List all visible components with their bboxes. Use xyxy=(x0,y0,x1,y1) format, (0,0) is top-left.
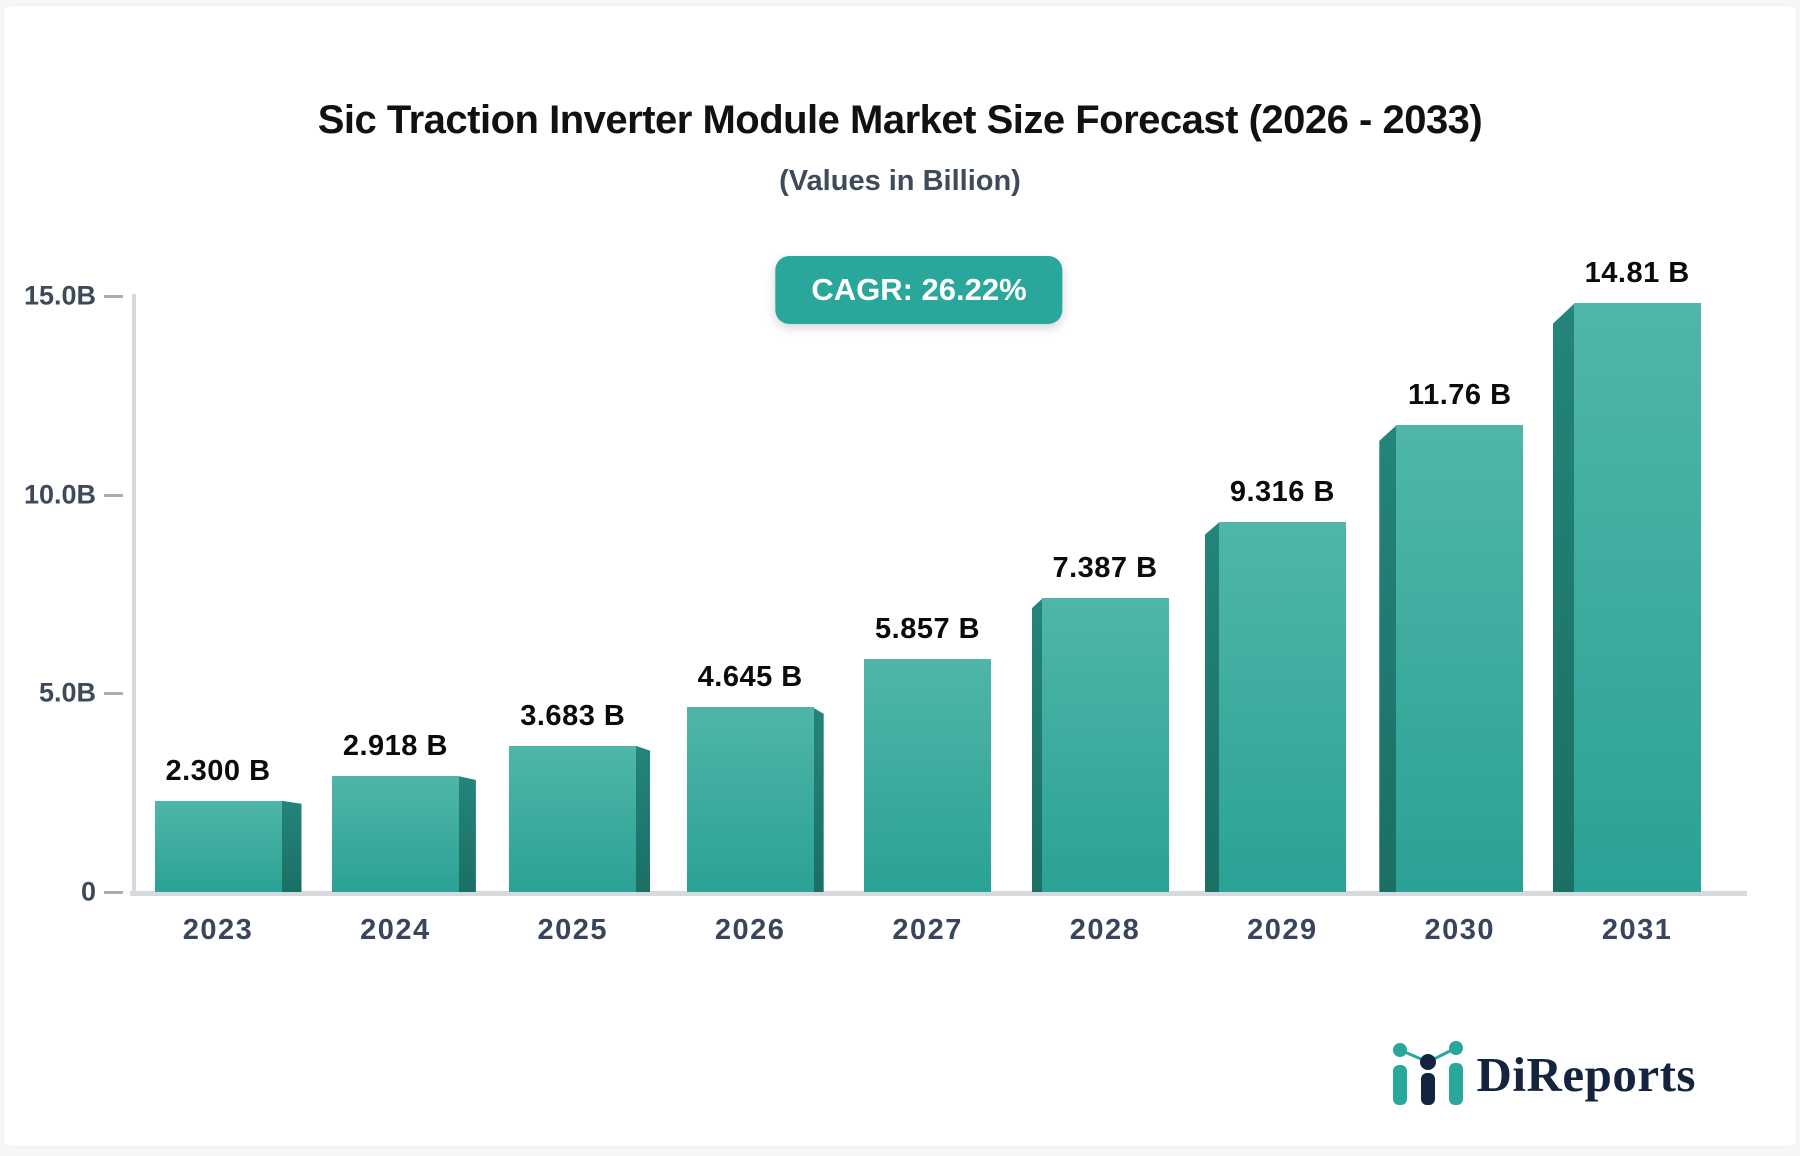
bar-value-label-2031: 14.81 B xyxy=(1584,257,1690,290)
bar-value-label-2030: 11.76 B xyxy=(1408,378,1512,411)
bar-chart: 0 5.0B 10.0B 15.0B 2.300 B 2023 2.918 B 2024 3.… xyxy=(4,6,1796,1146)
bar-side-2024 xyxy=(457,776,476,892)
x-tick-label-2026: 2026 xyxy=(714,914,786,946)
cagr-badge: CAGR: 26.22% xyxy=(775,256,1063,324)
x-tick-label-2024: 2024 xyxy=(360,914,431,946)
chart-card: Sic Traction Inverter Module Market Size… xyxy=(3,5,1797,1147)
bar-2024 xyxy=(331,776,459,892)
x-tick-label-2028: 2028 xyxy=(1069,914,1141,946)
bar-value-label-2025: 3.683 B xyxy=(520,699,626,732)
x-tick-label-2027: 2027 xyxy=(892,914,963,946)
bar-2029 xyxy=(1218,521,1346,892)
bar-value-label-2027: 5.857 B xyxy=(875,613,981,646)
y-axis-tick-label: 0 xyxy=(80,876,96,907)
bar-2023 xyxy=(154,800,282,892)
x-tick-label-2030: 2030 xyxy=(1424,914,1496,946)
y-axis-tick xyxy=(104,692,123,696)
bar-side-2028 xyxy=(1031,598,1043,892)
bar-chart-with-trendline-icon xyxy=(1393,1041,1464,1105)
bar-2025 xyxy=(509,745,637,892)
chart-header: Sic Traction Inverter Module Market Size… xyxy=(4,6,1796,198)
x-axis-line xyxy=(130,891,1747,896)
bar-2028 xyxy=(1041,598,1169,892)
bar-2030 xyxy=(1396,424,1524,892)
bar-side-2031 xyxy=(1552,303,1575,892)
bar-2027 xyxy=(864,659,992,892)
y-axis-tick xyxy=(104,891,123,894)
x-tick-label-2029: 2029 xyxy=(1247,914,1318,946)
chart-subtitle: (Values in Billion) xyxy=(779,165,1021,197)
y-axis-tick-label: 10.0B xyxy=(23,479,96,509)
bar-side-2025 xyxy=(635,745,651,892)
bar-2031 xyxy=(1573,303,1701,892)
bar-value-label-2024: 2.918 B xyxy=(342,730,448,762)
y-axis-tick-label: 5.0B xyxy=(38,677,96,708)
x-tick-label-2025: 2025 xyxy=(537,914,609,946)
y-axis-line xyxy=(132,294,136,896)
page-title: Sic Traction Inverter Module Market Size… xyxy=(317,98,1483,142)
bar-side-2023 xyxy=(280,800,302,892)
direports-logo: DiReports xyxy=(1390,1041,1696,1107)
bar-side-2029 xyxy=(1204,521,1220,892)
y-axis-tick xyxy=(104,294,123,298)
bar-2026 xyxy=(686,707,814,892)
bar-value-label-2026: 4.645 B xyxy=(697,661,803,694)
bar-side-2026 xyxy=(812,707,824,892)
bar-value-label-2029: 9.316 B xyxy=(1229,475,1335,508)
y-axis-tick xyxy=(104,493,123,497)
x-tick-label-2023: 2023 xyxy=(182,914,254,946)
y-axis-tick-label: 15.0B xyxy=(23,280,96,311)
bar-value-label-2023: 2.300 B xyxy=(165,754,271,787)
bar-value-label-2028: 7.387 B xyxy=(1052,552,1158,585)
x-tick-label-2031: 2031 xyxy=(1601,914,1673,946)
logo-text: DiReports xyxy=(1476,1046,1696,1102)
bar-side-2030 xyxy=(1379,424,1398,892)
